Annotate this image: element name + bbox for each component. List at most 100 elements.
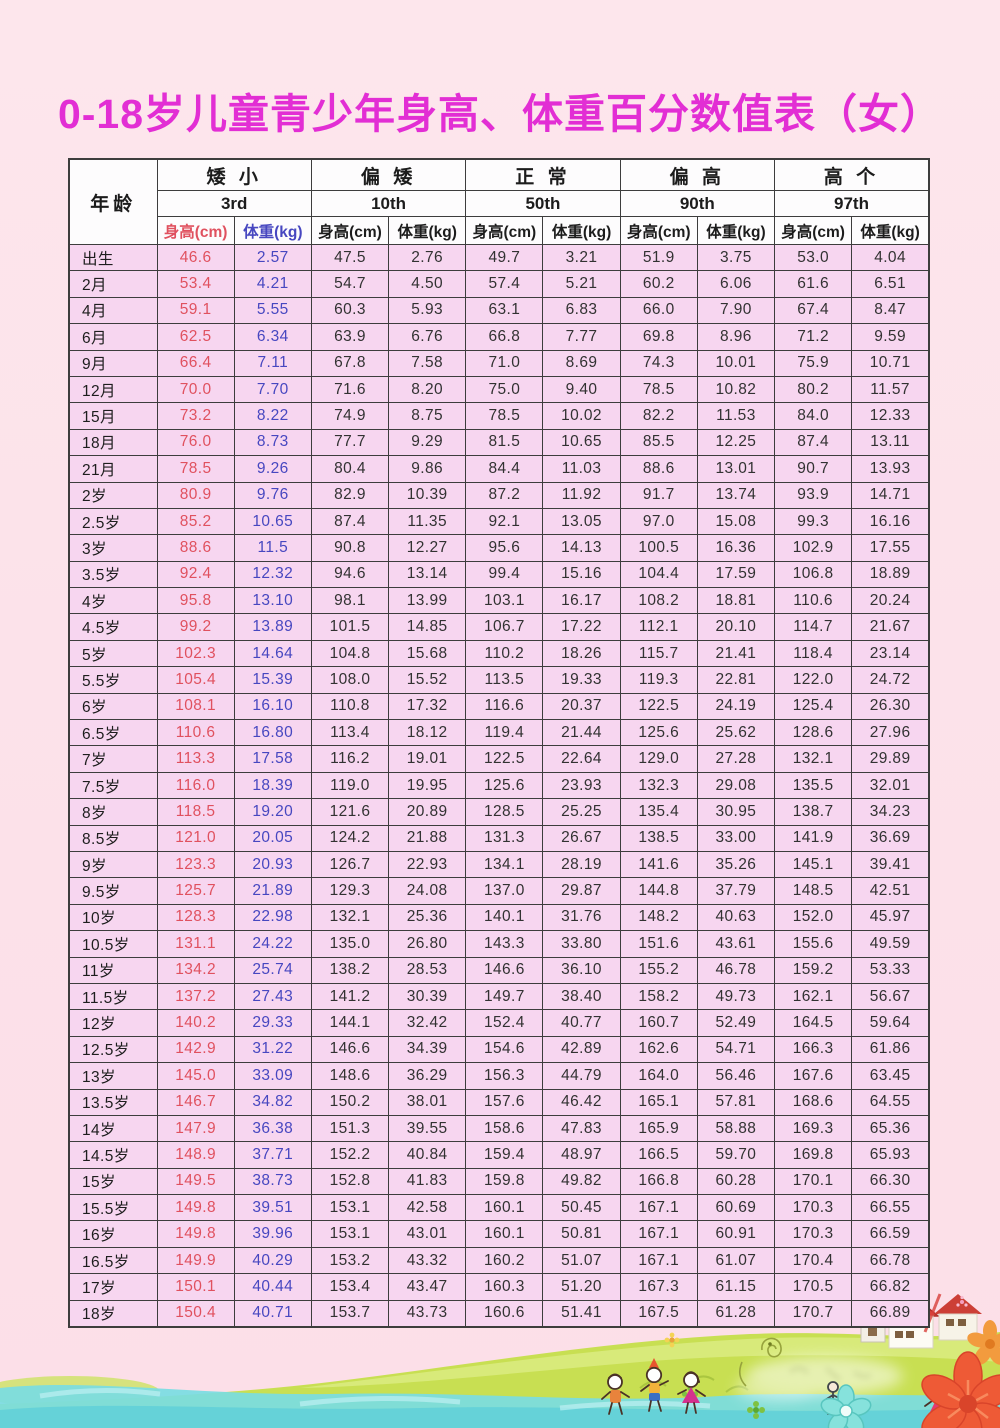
value-cell: 7.58	[388, 349, 467, 377]
value-cell: 11.92	[542, 481, 621, 509]
value-cell: 43.01	[388, 1220, 467, 1248]
table-row: 12.5岁 142.9 31.22 146.6 34.39 154.6 42.89 162.6…	[68, 1035, 930, 1064]
value-cell: 75.0	[465, 375, 544, 404]
page-title: 0-18岁儿童青少年身高、体重百分数值表（女）	[57, 91, 943, 137]
value-cell: 65.93	[851, 1141, 930, 1169]
value-cell: 38.40	[542, 982, 621, 1011]
value-cell: 40.44	[233, 1273, 312, 1301]
value-cell: 122.5	[619, 692, 698, 721]
value-cell: 112.1	[619, 613, 698, 641]
value-cell: 141.6	[619, 850, 698, 879]
value-cell: 125.6	[619, 719, 698, 747]
table-row: 8岁 118.5 19.20 121.6 20.89 128.5 25.25 135.4 30.…	[68, 798, 930, 826]
value-cell: 99.3	[773, 507, 853, 536]
value-cell: 51.9	[619, 243, 698, 272]
value-cell: 37.71	[233, 1141, 312, 1169]
value-cell: 18.81	[696, 587, 776, 615]
value-cell: 141.2	[310, 982, 390, 1011]
value-cell: 16.36	[696, 534, 776, 562]
value-cell: 113.5	[465, 666, 544, 694]
value-cell: 20.24	[851, 587, 930, 615]
value-cell: 21.88	[388, 824, 467, 852]
age-cell: 13岁	[68, 1062, 158, 1090]
value-cell: 131.3	[465, 824, 544, 852]
value-cell: 129.0	[619, 745, 698, 773]
value-cell: 66.59	[851, 1220, 930, 1248]
value-cell: 39.96	[233, 1220, 312, 1248]
value-cell: 13.99	[388, 587, 467, 615]
value-cell: 155.2	[619, 956, 698, 984]
subheader-weight: 体重(kg)	[388, 216, 467, 245]
value-cell: 43.61	[696, 930, 776, 958]
value-cell: 25.25	[542, 798, 621, 826]
watermark-smudge	[735, 1356, 903, 1401]
value-cell: 66.4	[156, 349, 235, 377]
age-cell: 11岁	[68, 956, 158, 984]
value-cell: 99.2	[156, 613, 235, 641]
value-cell: 15.16	[542, 560, 621, 589]
table-row: 2岁 80.9 9.76 82.9 10.39 87.2 11.92 91.7 13.74 93.…	[68, 481, 930, 509]
table-row: 11.5岁 137.2 27.43 141.2 30.39 149.7 38.40 158.2…	[68, 982, 930, 1011]
age-cell: 18岁	[68, 1299, 158, 1328]
value-cell: 19.01	[388, 745, 467, 773]
value-cell: 132.1	[310, 903, 390, 932]
value-cell: 10.01	[696, 349, 776, 377]
table-row: 9.5岁 125.7 21.89 129.3 24.08 137.0 29.87 144.8 3…	[68, 877, 930, 905]
value-cell: 126.7	[310, 850, 390, 879]
value-cell: 152.0	[773, 903, 853, 932]
value-cell: 5.55	[233, 296, 312, 325]
value-cell: 128.6	[773, 719, 853, 747]
growth-table-container: 年龄 矮 小 偏 矮 正 常 偏 高 高 个 3rd 10th 50th 90t…	[68, 158, 930, 1329]
subheader-height: 身高(cm)	[465, 216, 544, 245]
value-cell: 17.22	[542, 613, 621, 641]
value-cell: 95.8	[156, 587, 235, 615]
value-cell: 18.12	[388, 719, 467, 747]
value-cell: 19.95	[388, 771, 467, 800]
table-row: 14.5岁 148.9 37.71 152.2 40.84 159.4 48.97 166.5…	[68, 1141, 930, 1169]
value-cell: 26.30	[851, 692, 930, 721]
value-cell: 84.0	[773, 402, 853, 430]
subheader-weight: 体重(kg)	[233, 216, 312, 245]
age-cell: 16.5岁	[68, 1246, 158, 1275]
value-cell: 7.70	[233, 375, 312, 404]
value-cell: 134.1	[465, 850, 544, 879]
table-row: 2.5岁 85.2 10.65 87.4 11.35 92.1 13.05 97.0 15.08…	[68, 507, 930, 536]
table-row: 10岁 128.3 22.98 132.1 25.36 140.1 31.76 148.2 40…	[68, 903, 930, 932]
value-cell: 22.98	[233, 903, 312, 932]
value-cell: 51.07	[542, 1246, 621, 1275]
value-cell: 125.4	[773, 692, 853, 721]
value-cell: 69.8	[619, 323, 698, 351]
value-cell: 6.06	[696, 270, 776, 298]
value-cell: 13.11	[851, 428, 930, 457]
value-cell: 31.76	[542, 903, 621, 932]
age-cell: 6.5岁	[68, 719, 158, 747]
value-cell: 8.69	[542, 349, 621, 377]
value-cell: 22.81	[696, 666, 776, 694]
value-cell: 151.6	[619, 930, 698, 958]
value-cell: 60.3	[310, 296, 390, 325]
table-row: 4岁 95.8 13.10 98.1 13.99 103.1 16.17 108.2 18.81…	[68, 587, 930, 615]
value-cell: 29.08	[696, 771, 776, 800]
table-row: 12岁 140.2 29.33 144.1 32.42 152.4 40.77 160.7 52…	[68, 1009, 930, 1037]
age-cell: 11.5岁	[68, 982, 158, 1011]
value-cell: 128.3	[156, 903, 235, 932]
age-cell: 2月	[68, 270, 158, 298]
age-cell: 2岁	[68, 481, 158, 509]
age-cell: 5.5岁	[68, 666, 158, 694]
value-cell: 159.2	[773, 956, 853, 984]
value-cell: 16.80	[233, 719, 312, 747]
value-cell: 53.0	[773, 243, 853, 272]
value-cell: 30.39	[388, 982, 467, 1011]
value-cell: 153.1	[310, 1220, 390, 1248]
value-cell: 26.67	[542, 824, 621, 852]
group-header-short: 矮 小	[156, 158, 312, 191]
value-cell: 152.4	[465, 1009, 544, 1037]
value-cell: 42.58	[388, 1194, 467, 1222]
swirl-doodle-icon	[738, 1337, 782, 1387]
value-cell: 148.9	[156, 1141, 235, 1169]
value-cell: 47.5	[310, 243, 390, 272]
value-cell: 153.1	[310, 1194, 390, 1222]
table-row: 8.5岁 121.0 20.05 124.2 21.88 131.3 26.67 138.5 3…	[68, 824, 930, 852]
table-row: 5岁 102.3 14.64 104.8 15.68 110.2 18.26 115.7 21.…	[68, 639, 930, 668]
age-cell: 4岁	[68, 587, 158, 615]
